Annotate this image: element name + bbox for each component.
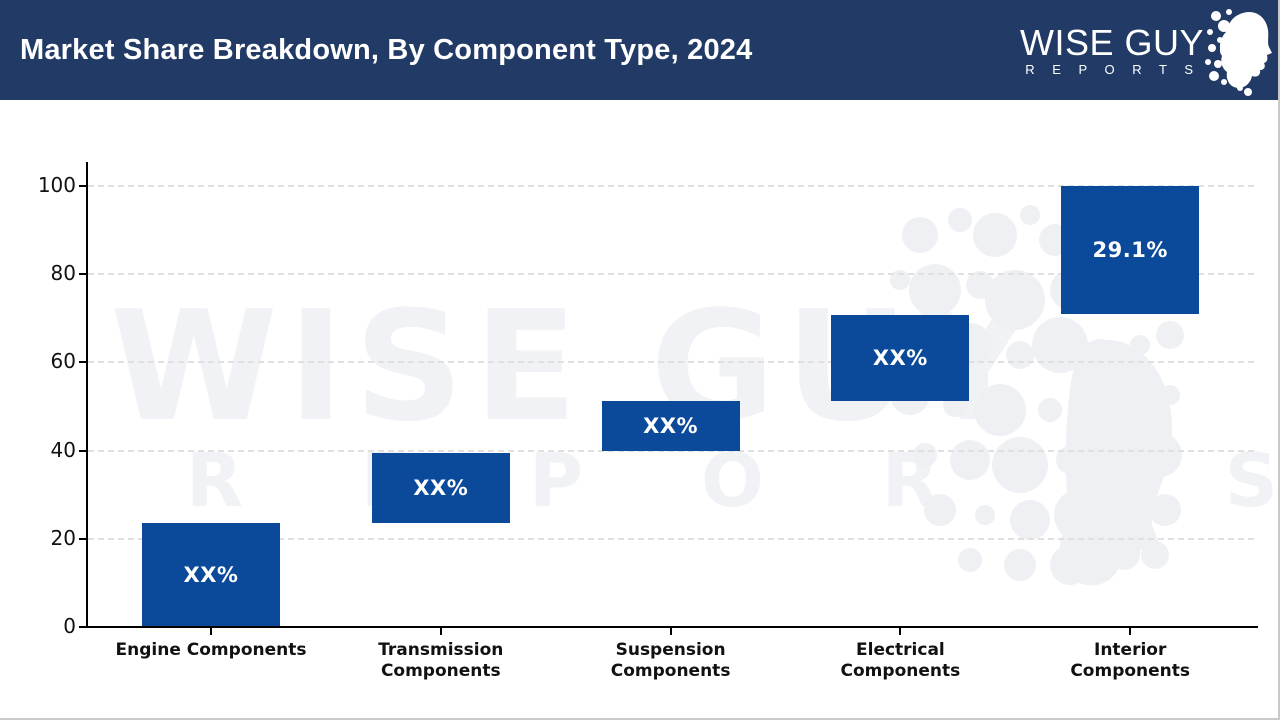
x-tick bbox=[669, 628, 672, 635]
x-category-label-line: Engine Components bbox=[115, 640, 307, 660]
x-category-label: Engine Components bbox=[91, 640, 331, 661]
x-category-label-line: Transmission bbox=[378, 640, 504, 660]
y-tick-label: 60 bbox=[50, 349, 76, 374]
gridline-20 bbox=[88, 537, 1254, 540]
wise-guy-logo: WISE GUY R E P O R T S bbox=[1014, 0, 1274, 100]
x-tick bbox=[439, 628, 442, 635]
bar-value-label: XX% bbox=[872, 346, 928, 371]
y-tick-0 bbox=[79, 626, 87, 628]
bar-segment: XX% bbox=[142, 523, 280, 627]
bar-value-label: XX% bbox=[643, 413, 699, 438]
x-category-label-line: Components bbox=[840, 661, 961, 681]
y-tick-40 bbox=[79, 449, 87, 452]
y-tick-20 bbox=[79, 537, 87, 540]
x-category-label: Transmission Components bbox=[321, 640, 561, 682]
bar-segment: 29.1% bbox=[1061, 186, 1200, 315]
x-category-label-line: Electrical bbox=[856, 640, 945, 660]
logo-tagline: R E P O R T S bbox=[1025, 62, 1200, 77]
x-category-label-line: Components bbox=[610, 661, 731, 681]
y-tick-label: 0 bbox=[63, 614, 76, 638]
y-tick-80 bbox=[79, 273, 87, 276]
bar-value-label: XX% bbox=[183, 563, 239, 588]
gridline-100 bbox=[88, 185, 1254, 187]
y-tick-100 bbox=[79, 185, 87, 187]
x-tick bbox=[899, 628, 902, 635]
x-category-label-line: Components bbox=[380, 661, 501, 681]
x-tick bbox=[1129, 628, 1132, 635]
header-bar: Market Share Breakdown, By Component Typ… bbox=[0, 0, 1278, 100]
bar-value-label: 29.1% bbox=[1092, 238, 1168, 263]
x-category-label-line: Interior bbox=[1094, 640, 1167, 660]
logo-name: WISE GUY bbox=[1019, 22, 1204, 63]
x-tick bbox=[210, 628, 212, 635]
bar-value-label: XX% bbox=[413, 476, 469, 501]
y-tick-60 bbox=[79, 361, 87, 364]
bar-segment: XX% bbox=[371, 452, 510, 524]
chart-title: Market Share Breakdown, By Component Typ… bbox=[20, 33, 753, 66]
y-tick-label: 20 bbox=[50, 525, 76, 550]
plot-area: 0 20 40 60 80 100 XX% Engine Components XX% Trans… bbox=[0, 100, 1278, 718]
logo-face-icon bbox=[1205, 9, 1272, 96]
gridline-40 bbox=[88, 449, 1254, 452]
y-axis-line bbox=[86, 162, 88, 628]
x-axis-line bbox=[86, 626, 1258, 628]
x-category-label-line: Components bbox=[1070, 661, 1191, 681]
x-category-label: Electrical Components bbox=[780, 640, 1020, 682]
gridline-80 bbox=[88, 273, 1254, 276]
y-tick-label: 40 bbox=[50, 437, 76, 462]
x-category-label: Suspension Components bbox=[551, 640, 791, 682]
y-tick-label: 80 bbox=[50, 261, 76, 286]
x-category-label: Interior Components bbox=[1010, 640, 1250, 682]
y-tick-label: 100 bbox=[37, 173, 76, 197]
bar-segment: XX% bbox=[601, 401, 740, 451]
x-category-label-line: Suspension bbox=[615, 640, 726, 660]
gridline-60 bbox=[88, 361, 1254, 364]
bar-segment: XX% bbox=[831, 315, 970, 402]
